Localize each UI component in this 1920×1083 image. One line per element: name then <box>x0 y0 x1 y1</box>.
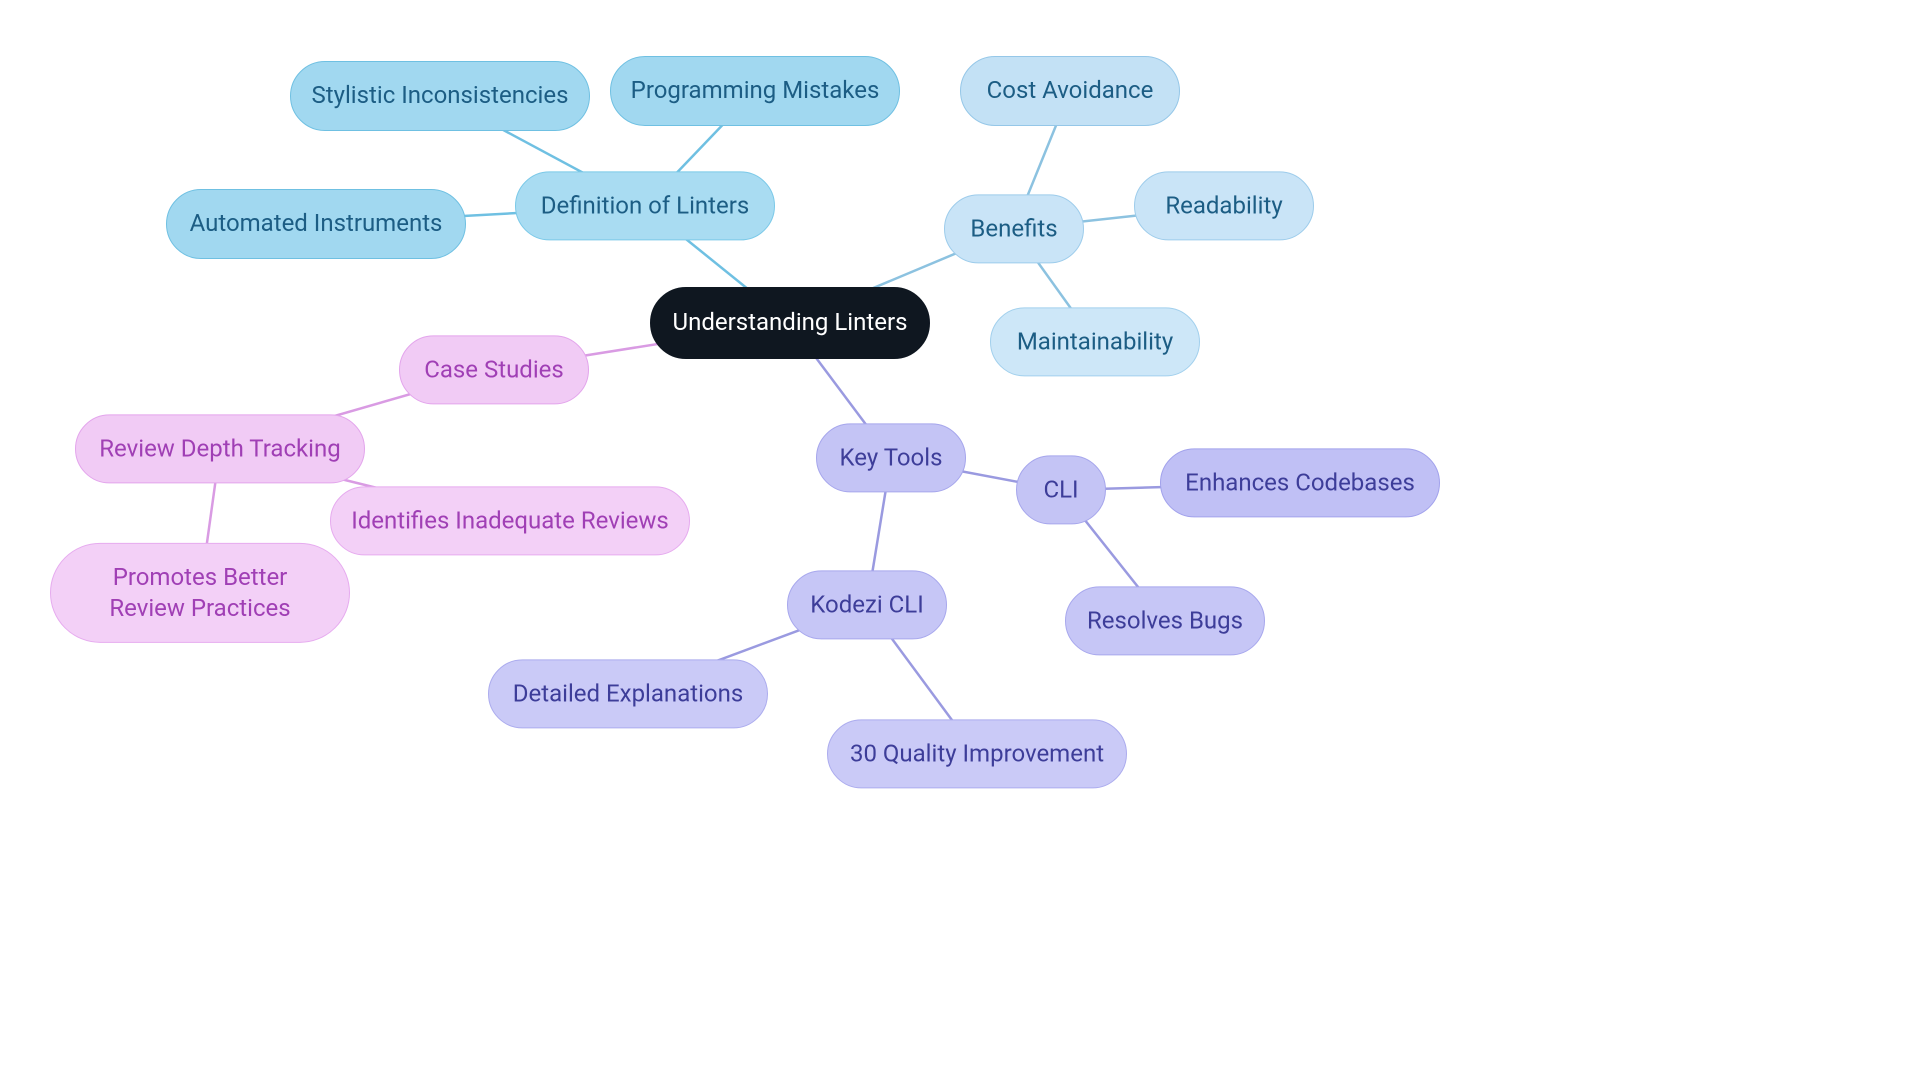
node-label: Stylistic Inconsistencies <box>312 80 569 111</box>
node-tools: Key Tools <box>816 423 966 492</box>
node-label: Resolves Bugs <box>1087 605 1243 636</box>
node-label: Identifies Inadequate Reviews <box>351 505 669 536</box>
node-label: Cost Avoidance <box>987 75 1154 106</box>
node-kodezi: Kodezi CLI <box>787 570 947 639</box>
node-label: Maintainability <box>1017 326 1173 357</box>
node-label: Readability <box>1165 190 1282 221</box>
node-label: Definition of Linters <box>541 190 750 221</box>
node-kod_expl: Detailed Explanations <box>488 659 768 728</box>
node-kod_qual: 30 Quality Improvement <box>827 719 1127 788</box>
node-label: CLI <box>1043 474 1078 505</box>
node-cli_enh: Enhances Codebases <box>1160 448 1440 517</box>
node-label: Enhances Codebases <box>1185 467 1415 498</box>
node-label: Key Tools <box>840 442 943 473</box>
node-cli_bugs: Resolves Bugs <box>1065 586 1265 655</box>
node-label: Kodezi CLI <box>810 589 923 620</box>
node-label: Detailed Explanations <box>513 678 744 709</box>
node-ben_cost: Cost Avoidance <box>960 56 1180 126</box>
node-ben_maint: Maintainability <box>990 307 1200 376</box>
node-label: Review Depth Tracking <box>99 433 341 464</box>
node-cli: CLI <box>1016 455 1106 524</box>
node-rev_inad: Identifies Inadequate Reviews <box>330 486 690 555</box>
node-label: Automated Instruments <box>190 208 443 239</box>
node-case: Case Studies <box>399 335 589 404</box>
node-label: Case Studies <box>424 354 564 385</box>
node-label: Programming Mistakes <box>631 75 880 106</box>
node-root: Understanding Linters <box>650 287 930 359</box>
node-def: Definition of Linters <box>515 171 775 240</box>
node-label: Benefits <box>970 213 1057 244</box>
node-label: Understanding Linters <box>673 307 908 338</box>
node-rev_prac: Promotes Better Review Practices <box>50 543 350 643</box>
node-label: 30 Quality Improvement <box>850 738 1104 769</box>
node-label: Promotes Better Review Practices <box>83 562 317 624</box>
mindmap-edges <box>0 0 1920 1083</box>
node-def_style: Stylistic Inconsistencies <box>290 61 590 131</box>
node-ben_read: Readability <box>1134 171 1314 240</box>
node-rev_depth: Review Depth Tracking <box>75 414 365 483</box>
node-def_prog: Programming Mistakes <box>610 56 900 126</box>
node-def_auto: Automated Instruments <box>166 189 466 259</box>
node-ben: Benefits <box>944 194 1084 263</box>
